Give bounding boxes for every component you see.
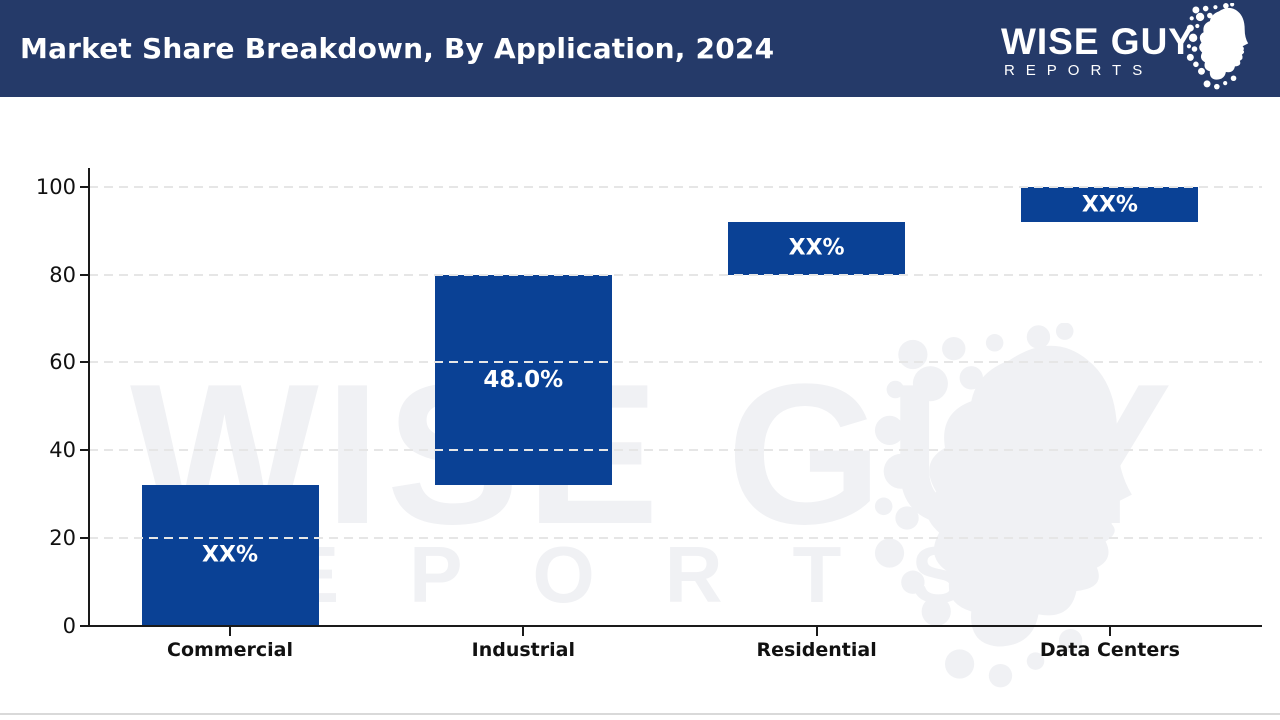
logo-text: WISE GUY REPORTS xyxy=(1000,20,1194,79)
logo-subtitle: REPORTS xyxy=(1003,61,1154,79)
chart-canvas: WISE GUY REPORTS xyxy=(0,97,1280,720)
header-bar: Market Share Breakdown, By Application, … xyxy=(0,0,1280,97)
watermark-subtitle: REPORTS xyxy=(158,530,1035,619)
bottom-divider xyxy=(0,713,1280,715)
logo-wordmark: WISE GUY xyxy=(1000,20,1194,62)
watermark-wordmark: WISE GUY xyxy=(130,343,1179,566)
watermark-head-dots-icon xyxy=(874,323,1132,688)
wiseguy-logo: WISE GUY REPORTS xyxy=(1000,2,1258,95)
page-title: Market Share Breakdown, By Application, … xyxy=(20,32,775,65)
logo-head-dots-icon xyxy=(1186,2,1249,89)
